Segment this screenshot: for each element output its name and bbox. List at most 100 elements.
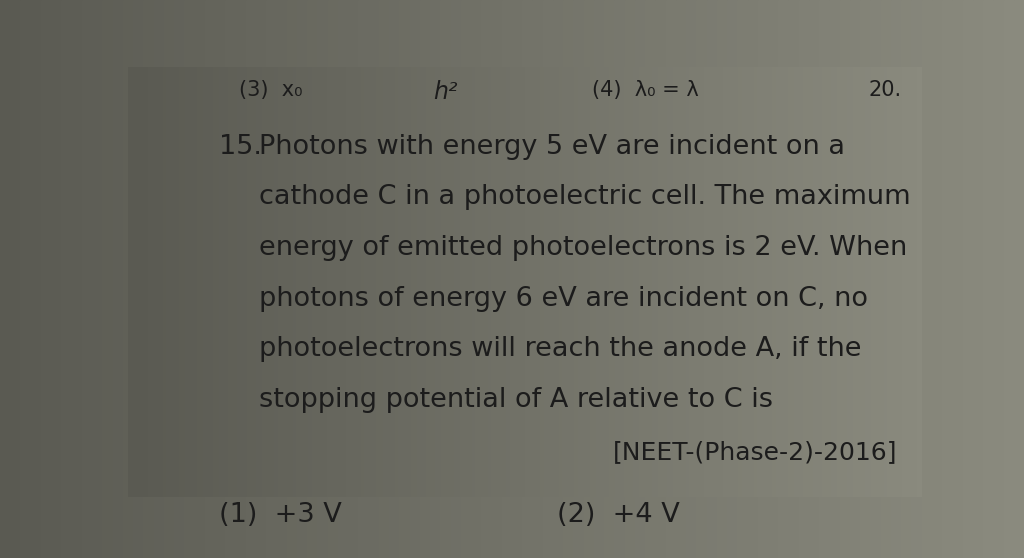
Bar (942, 0, 952, 558)
Text: photons of energy 6 eV are incident on C, no: photons of energy 6 eV are incident on C… (259, 286, 868, 312)
Bar (399, 0, 410, 558)
Bar (901, 0, 911, 558)
Bar (389, 0, 399, 558)
Bar (338, 0, 348, 558)
Bar (410, 0, 420, 558)
Bar (92, 0, 102, 558)
Bar (819, 0, 829, 558)
Bar (737, 0, 748, 558)
Bar (379, 0, 389, 558)
Bar (655, 0, 666, 558)
Text: 20.: 20. (868, 80, 902, 100)
Bar (727, 0, 737, 558)
Bar (502, 0, 512, 558)
Bar (870, 0, 881, 558)
Bar (809, 0, 819, 558)
Bar (307, 0, 317, 558)
Bar (932, 0, 942, 558)
Bar (164, 0, 174, 558)
Bar (328, 0, 338, 558)
Bar (973, 0, 983, 558)
Bar (41, 0, 51, 558)
Bar (287, 0, 297, 558)
Bar (553, 0, 563, 558)
Bar (369, 0, 379, 558)
Text: (2)  +4 V: (2) +4 V (557, 502, 679, 528)
Text: (1)  +3 V: (1) +3 V (219, 502, 342, 528)
Bar (543, 0, 553, 558)
Bar (922, 0, 932, 558)
Bar (20, 0, 31, 558)
Bar (440, 0, 451, 558)
Bar (758, 0, 768, 558)
Bar (102, 0, 113, 558)
Bar (563, 0, 573, 558)
Bar (184, 0, 195, 558)
Bar (707, 0, 717, 558)
Bar (10, 0, 20, 558)
Bar (748, 0, 758, 558)
Bar (420, 0, 430, 558)
Text: (3)  x₀: (3) x₀ (240, 80, 303, 100)
Bar (61, 0, 72, 558)
Text: energy of emitted photoelectrons is 2 eV. When: energy of emitted photoelectrons is 2 eV… (259, 235, 907, 261)
Bar (471, 0, 481, 558)
Bar (174, 0, 184, 558)
Bar (860, 0, 870, 558)
Text: cathode C in a photoelectric cell. The maximum: cathode C in a photoelectric cell. The m… (259, 184, 910, 210)
Bar (625, 0, 635, 558)
Bar (451, 0, 461, 558)
Bar (911, 0, 922, 558)
Text: photoelectrons will reach the anode A, if the: photoelectrons will reach the anode A, i… (259, 336, 861, 362)
Text: stopping potential of A relative to C is: stopping potential of A relative to C is (259, 387, 773, 413)
Text: (4)  λ₀ = λ: (4) λ₀ = λ (592, 80, 699, 100)
Bar (430, 0, 440, 558)
Bar (666, 0, 676, 558)
Bar (348, 0, 358, 558)
Bar (51, 0, 61, 558)
Bar (225, 0, 236, 558)
Bar (604, 0, 614, 558)
Bar (123, 0, 133, 558)
Bar (195, 0, 205, 558)
Bar (829, 0, 840, 558)
Bar (645, 0, 655, 558)
Bar (256, 0, 266, 558)
Bar (717, 0, 727, 558)
Bar (1014, 0, 1024, 558)
Bar (317, 0, 328, 558)
Bar (205, 0, 215, 558)
Text: [NEET-(Phase-2)-2016]: [NEET-(Phase-2)-2016] (613, 440, 898, 464)
Bar (635, 0, 645, 558)
Bar (788, 0, 799, 558)
Bar (676, 0, 686, 558)
Bar (584, 0, 594, 558)
Bar (236, 0, 246, 558)
Bar (461, 0, 471, 558)
Bar (983, 0, 993, 558)
Bar (358, 0, 369, 558)
Bar (778, 0, 788, 558)
Text: h²: h² (433, 80, 458, 104)
Bar (696, 0, 707, 558)
Bar (881, 0, 891, 558)
Bar (143, 0, 154, 558)
Bar (266, 0, 276, 558)
Bar (276, 0, 287, 558)
Bar (481, 0, 492, 558)
Text: 15.: 15. (219, 133, 262, 160)
Bar (113, 0, 123, 558)
Bar (492, 0, 502, 558)
Bar (768, 0, 778, 558)
Bar (952, 0, 963, 558)
Bar (82, 0, 92, 558)
Bar (840, 0, 850, 558)
Bar (963, 0, 973, 558)
Bar (72, 0, 82, 558)
Bar (993, 0, 1004, 558)
Bar (614, 0, 625, 558)
Bar (594, 0, 604, 558)
Text: Photons with energy 5 eV are incident on a: Photons with energy 5 eV are incident on… (259, 133, 845, 160)
Bar (297, 0, 307, 558)
Bar (522, 0, 532, 558)
